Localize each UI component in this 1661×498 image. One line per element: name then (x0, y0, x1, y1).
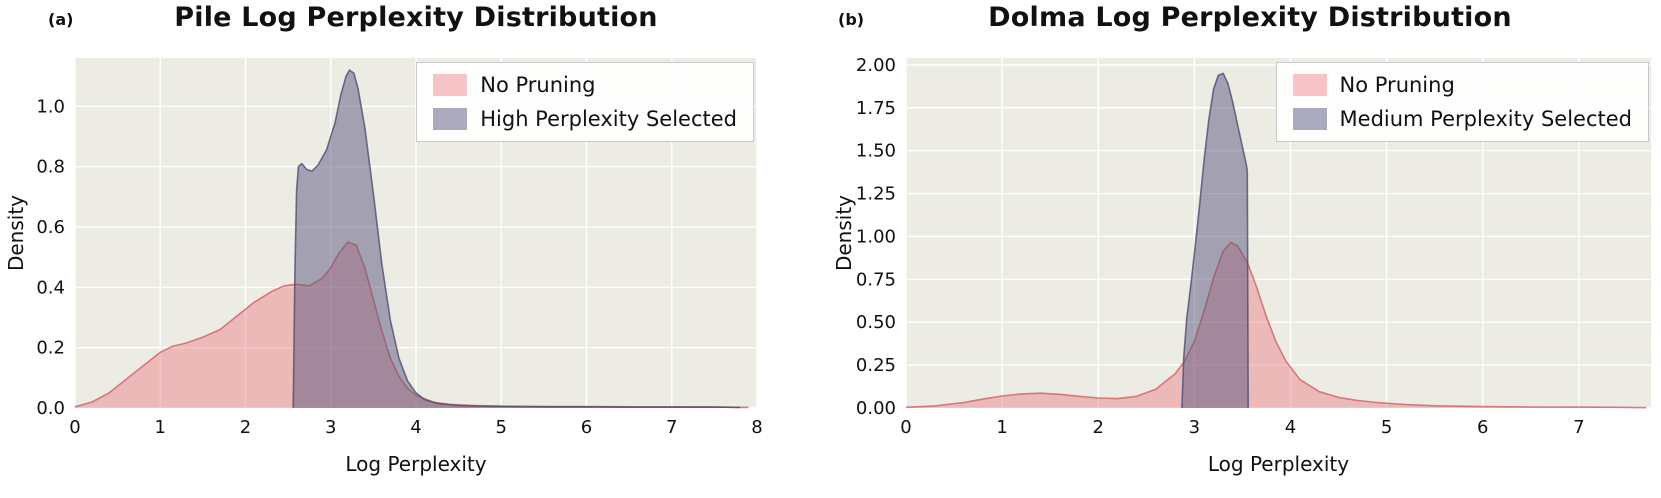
svg-text:0: 0 (69, 417, 80, 438)
svg-text:0.00: 0.00 (856, 398, 896, 419)
svg-text:0.8: 0.8 (36, 157, 65, 178)
svg-text:1.00: 1.00 (856, 226, 896, 247)
svg-text:1.0: 1.0 (36, 96, 65, 117)
svg-text:3: 3 (1189, 417, 1200, 438)
svg-text:3: 3 (325, 417, 336, 438)
svg-text:1.25: 1.25 (856, 184, 896, 205)
legend-label-high-perplexity: High Perplexity Selected (480, 107, 737, 131)
legend-label-no-pruning: No Pruning (480, 73, 596, 97)
svg-text:6: 6 (581, 417, 592, 438)
svg-text:1: 1 (155, 417, 166, 438)
svg-text:0.75: 0.75 (856, 269, 896, 290)
svg-text:0.0: 0.0 (36, 398, 65, 419)
dolma-x-axis-label: Log Perplexity (1207, 452, 1350, 476)
dolma-y-axis-label: Density (832, 194, 856, 272)
legend-swatch-no-pruning (1292, 74, 1327, 96)
svg-text:2: 2 (1093, 417, 1104, 438)
svg-text:0: 0 (900, 417, 911, 438)
svg-text:7: 7 (666, 417, 677, 438)
legend-item-medium-perplexity: Medium Perplexity Selected (1292, 107, 1632, 131)
legend-swatch-medium-perplexity (1292, 108, 1327, 130)
svg-text:8: 8 (751, 417, 762, 438)
pile-y-axis-label: Density (4, 194, 28, 272)
svg-text:1.75: 1.75 (856, 98, 896, 119)
svg-text:5: 5 (1381, 417, 1392, 438)
pile-legend: No Pruning High Perplexity Selected (416, 62, 754, 142)
legend-label-no-pruning: No Pruning (1339, 73, 1455, 97)
svg-text:2: 2 (240, 417, 251, 438)
legend-label-medium-perplexity: Medium Perplexity Selected (1339, 107, 1632, 131)
svg-text:2.00: 2.00 (856, 55, 896, 76)
legend-item-high-perplexity: High Perplexity Selected (433, 107, 737, 131)
dolma-chart-panel: (b) Dolma Log Perplexity Distribution 0 1… (830, 0, 1661, 498)
legend-swatch-no-pruning (433, 74, 468, 96)
dolma-chart-title: Dolma Log Perplexity Distribution (988, 2, 1512, 33)
svg-text:0.4: 0.4 (36, 277, 65, 298)
panel-label-a: (a) (48, 10, 74, 29)
svg-text:7: 7 (1573, 417, 1584, 438)
legend-item-no-pruning: No Pruning (433, 73, 737, 97)
svg-text:0.2: 0.2 (36, 338, 65, 359)
svg-text:6: 6 (1477, 417, 1488, 438)
svg-text:1.50: 1.50 (856, 141, 896, 162)
pile-chart-title: Pile Log Perplexity Distribution (174, 2, 658, 33)
svg-text:5: 5 (496, 417, 507, 438)
svg-text:4: 4 (410, 417, 421, 438)
svg-text:0.25: 0.25 (856, 355, 896, 376)
pile-chart-panel: (a) Pile Log Perplexity Distribution 0 1 2… (0, 0, 830, 498)
svg-text:0.50: 0.50 (856, 312, 896, 333)
pile-x-axis-label: Log Perplexity (345, 452, 487, 476)
legend-item-no-pruning: No Pruning (1292, 73, 1632, 97)
svg-text:0.6: 0.6 (36, 217, 65, 238)
legend-swatch-high-perplexity (433, 108, 468, 130)
svg-text:1: 1 (996, 417, 1007, 438)
svg-text:4: 4 (1285, 417, 1296, 438)
dolma-legend: No Pruning Medium Perplexity Selected (1275, 62, 1649, 142)
panel-label-b: (b) (838, 10, 865, 29)
